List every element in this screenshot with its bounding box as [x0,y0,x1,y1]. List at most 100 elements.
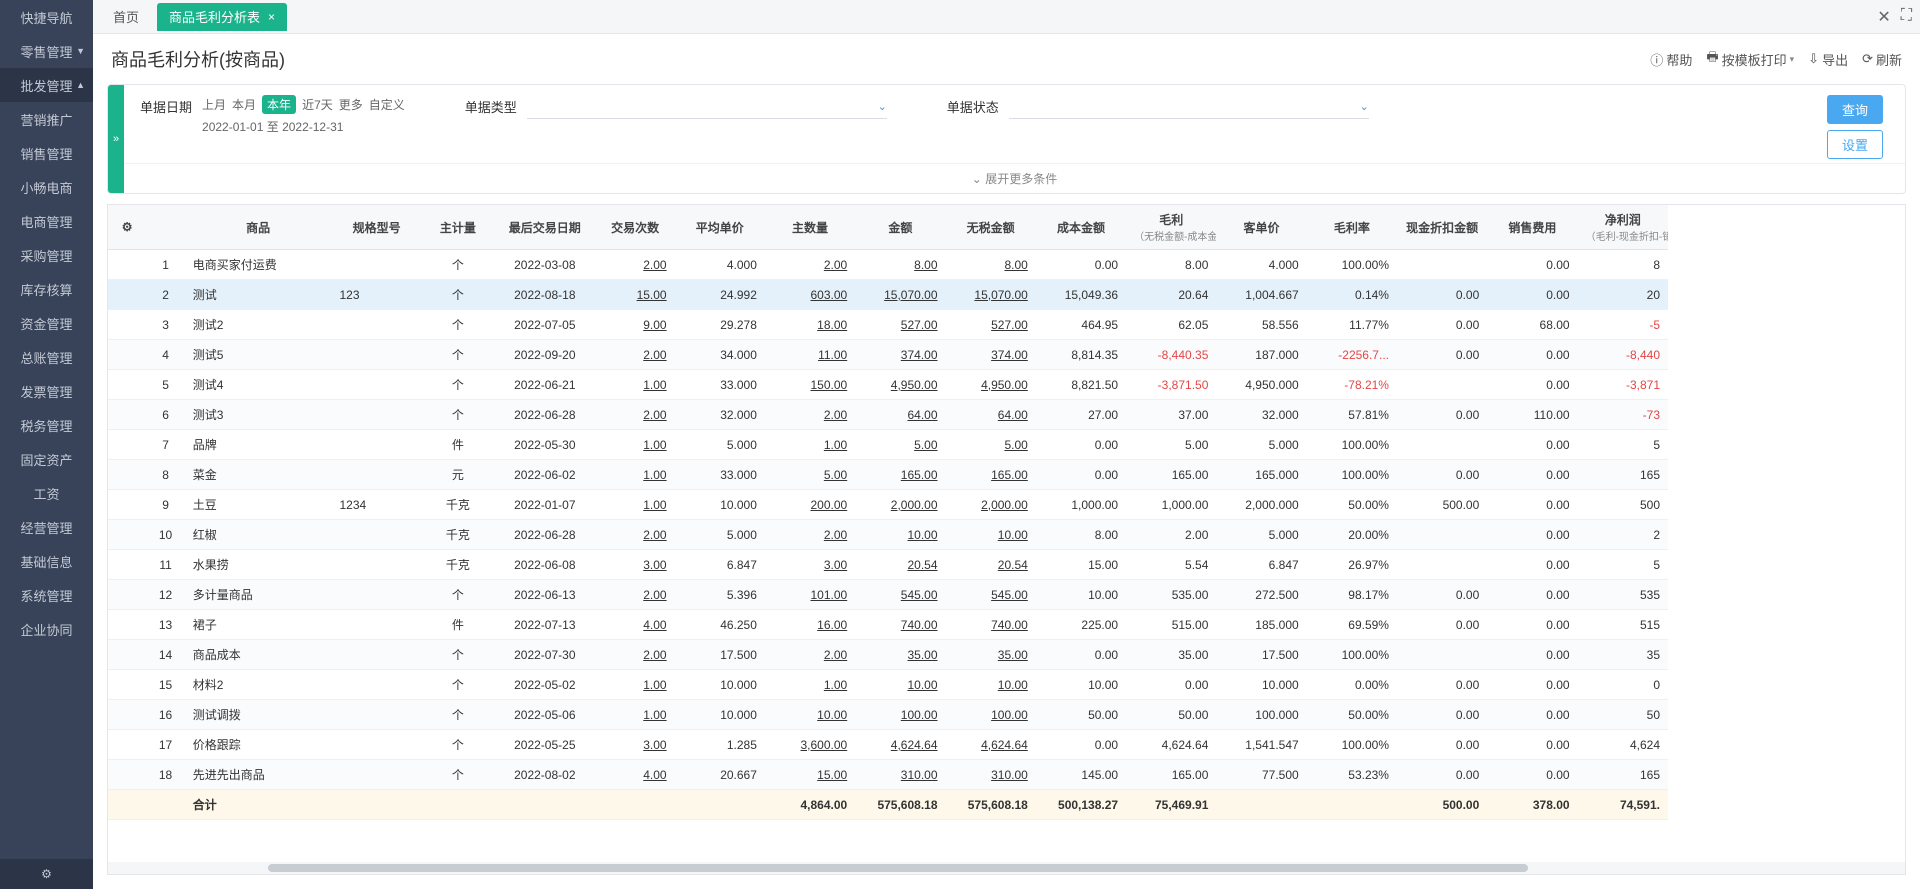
table-row[interactable]: 8菜金元2022-06-021.0033.0005.00165.00165.00… [108,460,1668,490]
export-button[interactable]: ⇩ 导出 [1808,50,1848,69]
column-header[interactable]: 商品 [185,205,332,250]
cell-cost: 10.00 [1036,580,1126,610]
cell-cost: 27.00 [1036,400,1126,430]
table-row[interactable]: 18先进先出商品个2022-08-024.0020.66715.00310.00… [108,760,1668,790]
table-row[interactable]: 9土豆1234千克2022-01-071.0010.000200.002,000… [108,490,1668,520]
cell-unit: 个 [422,250,494,280]
column-header[interactable]: 客单价 [1216,205,1306,250]
sidebar-item[interactable]: 销售管理 [0,136,93,170]
column-header[interactable]: 成本金额 [1036,205,1126,250]
cell-date: 2022-05-30 [494,430,596,460]
refresh-label: 刷新 [1876,50,1902,69]
table-scroll[interactable]: ⚙ 商品规格型号主计量最后交易日期交易次数平均单价主数量金额无税金额成本金额毛利（… [108,205,1905,862]
cell-disc: 0.00 [1397,760,1487,790]
cell-net: 4,624 [1578,730,1668,760]
cell-date: 2022-05-06 [494,700,596,730]
collapse-filter-button[interactable]: » [108,85,124,193]
sidebar-item[interactable]: 零售管理▼ [0,34,93,68]
close-all-icon[interactable]: ✕ [1877,7,1890,27]
date-tab[interactable]: 更多 [339,96,363,113]
table-row[interactable]: 3测试2个2022-07-059.0029.27818.00527.00527.… [108,310,1668,340]
cell-cost: 0.00 [1036,430,1126,460]
column-header[interactable]: 交易次数 [596,205,675,250]
sidebar-settings[interactable]: ⚙ [0,859,93,889]
column-header[interactable]: 最后交易日期 [494,205,596,250]
table-row[interactable]: 15材料2个2022-05-021.0010.0001.0010.0010.00… [108,670,1668,700]
column-header[interactable]: 平均单价 [675,205,765,250]
horizontal-scrollbar[interactable] [108,862,1905,874]
refresh-button[interactable]: ⟳ 刷新 [1862,50,1902,69]
cell-spec [331,430,421,460]
cell-cost: 15,049.36 [1036,280,1126,310]
table-row[interactable]: 14商品成本个2022-07-302.0017.5002.0035.0035.0… [108,640,1668,670]
table-row[interactable]: 12多计量商品个2022-06-132.005.396101.00545.005… [108,580,1668,610]
table-row[interactable]: 5测试4个2022-06-211.0033.000150.004,950.004… [108,370,1668,400]
column-header[interactable]: 现金折扣金额 [1397,205,1487,250]
sidebar-item[interactable]: 税务管理 [0,408,93,442]
row-gear [108,730,146,760]
table-row[interactable]: 11水果捞千克2022-06-083.006.8473.0020.5420.54… [108,550,1668,580]
table-row[interactable]: 2测试123个2022-08-1815.0024.992603.0015,070… [108,280,1668,310]
type-select[interactable]: ⌄ [527,95,887,119]
help-button[interactable]: ⓘ 帮助 [1650,50,1692,69]
gear-column[interactable]: ⚙ [108,205,146,250]
column-header[interactable]: 无税金额 [946,205,1036,250]
column-header[interactable] [146,205,184,250]
date-tab[interactable]: 本年 [262,95,296,114]
cell-custp: 6.847 [1216,550,1306,580]
table-row[interactable]: 6测试3个2022-06-282.0032.0002.0064.0064.002… [108,400,1668,430]
sidebar-item[interactable]: 总账管理 [0,340,93,374]
table-row[interactable]: 16测试调拨个2022-05-061.0010.00010.00100.0010… [108,700,1668,730]
column-header[interactable]: 毛利率 [1307,205,1397,250]
sidebar-item[interactable]: 快捷导航 [0,0,93,34]
table-row[interactable]: 1电商买家付运费个2022-03-082.004.0002.008.008.00… [108,250,1668,280]
date-tab[interactable]: 近7天 [302,96,333,113]
table-row[interactable]: 4测试5个2022-09-202.0034.00011.00374.00374.… [108,340,1668,370]
table-row[interactable]: 10红椒千克2022-06-282.005.0002.0010.0010.008… [108,520,1668,550]
date-tab[interactable]: 上月 [202,96,226,113]
expand-conditions-button[interactable]: ⌄ 展开更多条件 [124,163,1905,193]
cell-disc: 0.00 [1397,310,1487,340]
print-button[interactable]: 🖶 按模板打印 ▾ [1706,48,1794,70]
sidebar-item[interactable]: 系统管理 [0,578,93,612]
sidebar-item[interactable]: 发票管理 [0,374,93,408]
cell-date: 2022-08-18 [494,280,596,310]
column-header[interactable]: 主计量 [422,205,494,250]
close-icon[interactable]: × [268,10,275,24]
column-header[interactable]: 净利润（毛利-现金折扣-销售费 [1578,205,1668,250]
sidebar-item[interactable]: 采购管理 [0,238,93,272]
query-button[interactable]: 查询 [1827,95,1883,124]
cell-net: 535 [1578,580,1668,610]
sidebar-item[interactable]: 基础信息 [0,544,93,578]
column-header[interactable]: 毛利（无税金额-成本金额） [1126,205,1216,250]
date-tab[interactable]: 本月 [232,96,256,113]
settings-button[interactable]: 设置 [1827,130,1883,159]
scrollbar-thumb[interactable] [268,864,1528,872]
cell-custp: 165.000 [1216,460,1306,490]
table-row[interactable]: 17价格跟踪个2022-05-253.001.2853,600.004,624.… [108,730,1668,760]
sidebar-item[interactable]: 批发管理▲ [0,68,93,102]
cell-idx: 14 [146,640,184,670]
date-tab[interactable]: 自定义 [369,96,405,113]
sidebar-item[interactable]: 小畅电商 [0,170,93,204]
tab-active[interactable]: 商品毛利分析表 × [157,3,287,31]
sidebar-item[interactable]: 企业协同 [0,612,93,646]
cell-date: 2022-08-02 [494,760,596,790]
column-header[interactable]: 主数量 [765,205,855,250]
sidebar-item[interactable]: 库存核算 [0,272,93,306]
table-row[interactable]: 13裙子件2022-07-134.0046.25016.00740.00740.… [108,610,1668,640]
sidebar-item[interactable]: 电商管理 [0,204,93,238]
fullscreen-icon[interactable]: ⛶ [1901,7,1912,27]
sidebar-item[interactable]: 固定资产 [0,442,93,476]
sidebar-item[interactable]: 资金管理 [0,306,93,340]
sidebar-item[interactable]: 工资 [0,476,93,510]
table-row[interactable]: 7品牌件2022-05-301.005.0001.005.005.000.005… [108,430,1668,460]
column-header[interactable]: 规格型号 [331,205,421,250]
status-select[interactable]: ⌄ [1009,95,1369,119]
column-header[interactable]: 销售费用 [1487,205,1577,250]
column-header[interactable]: 金额 [855,205,945,250]
tab-home[interactable]: 首页 [101,3,151,31]
sidebar-item[interactable]: 营销推广 [0,102,93,136]
cell-gross: 20.64 [1126,280,1216,310]
sidebar-item[interactable]: 经营管理 [0,510,93,544]
